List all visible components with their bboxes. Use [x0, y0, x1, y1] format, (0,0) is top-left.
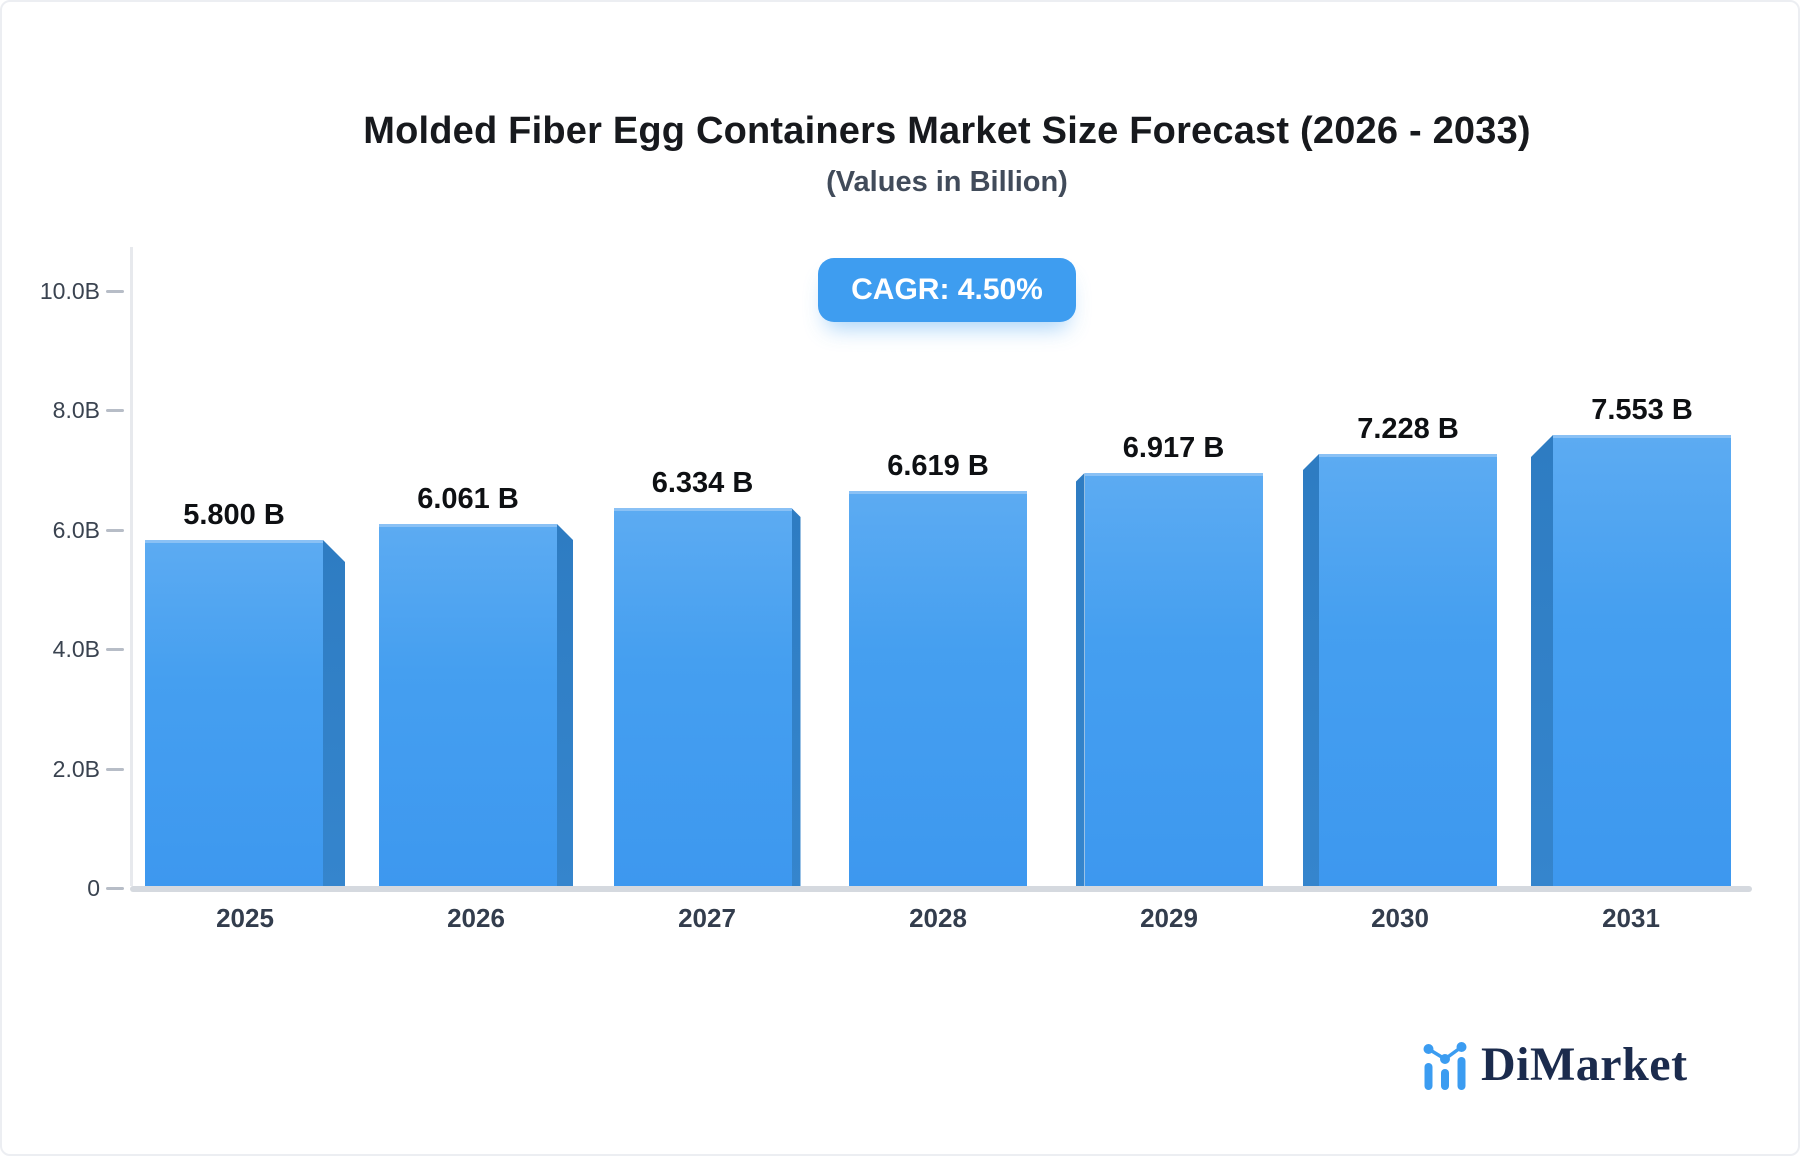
bar-chart-logo-icon	[1423, 1042, 1467, 1090]
bar-front-face	[379, 524, 557, 886]
bar-value-label: 7.228 B	[1357, 413, 1459, 445]
bar-group	[1075, 473, 1263, 886]
bar-front-face	[1553, 435, 1731, 886]
chart-title: Molded Fiber Egg Containers Market Size …	[363, 110, 1531, 152]
y-tick-label: 2.0B	[52, 755, 100, 782]
bar-group	[145, 540, 345, 886]
bar-value-label: 7.553 B	[1591, 394, 1693, 426]
bar-value-label: 5.800 B	[183, 499, 285, 531]
cagr-badge-row: CAGR: 4.50%	[132, 258, 1762, 322]
bar-group	[1303, 454, 1497, 886]
bar-value-label: 6.917 B	[1122, 432, 1225, 464]
bar-group	[613, 508, 801, 886]
bar-side-face	[1075, 473, 1085, 886]
y-tick-mark	[106, 887, 124, 890]
bar-side-face	[1531, 435, 1553, 886]
y-tick-mark	[106, 767, 124, 771]
x-axis-line	[130, 886, 1752, 892]
y-tick-mark	[106, 290, 124, 293]
cagr-badge: CAGR: 4.50%	[818, 258, 1076, 322]
y-tick-label: 0	[87, 875, 100, 901]
brand-logo-text: DiMarket	[1481, 1038, 1688, 1091]
x-axis-label: 2026	[447, 903, 505, 933]
y-tick-label: 6.0B	[52, 516, 100, 543]
y-tick-label: 4.0B	[52, 636, 100, 663]
x-axis-label: 2027	[678, 903, 736, 933]
y-tick-mark	[106, 648, 124, 652]
bar-side-face	[323, 540, 345, 886]
bar-front-face	[145, 540, 323, 886]
bar-side-face	[1303, 454, 1319, 886]
y-tick-label: 10.0B	[39, 278, 100, 304]
x-axis-label: 2025	[216, 903, 274, 933]
y-axis-line	[130, 247, 133, 886]
bar-group	[849, 491, 1027, 886]
x-axis-label: 2031	[1602, 903, 1660, 933]
bar-side-face	[791, 508, 801, 886]
bar-value-label: 6.061 B	[417, 483, 519, 515]
x-axis-label: 2030	[1371, 903, 1429, 933]
bar-front-face	[1084, 473, 1263, 886]
bar-group	[379, 524, 573, 886]
bar-value-label: 6.334 B	[651, 467, 754, 499]
bar-group	[1531, 435, 1731, 886]
x-axis-label: 2029	[1140, 903, 1198, 933]
bar-front-face	[1319, 454, 1497, 886]
chart-subtitle: (Values in Billion)	[826, 166, 1068, 198]
bar-front-face	[613, 508, 792, 886]
brand-logo: DiMarket	[1422, 1040, 1688, 1090]
y-tick-mark	[106, 528, 124, 532]
y-tick-mark	[106, 409, 124, 413]
bar-value-label: 6.619 B	[887, 450, 989, 482]
bar-side-face	[557, 524, 573, 886]
x-axis-label: 2028	[909, 903, 967, 933]
bar-front-face	[849, 491, 1027, 886]
y-tick-label: 8.0B	[52, 397, 100, 424]
